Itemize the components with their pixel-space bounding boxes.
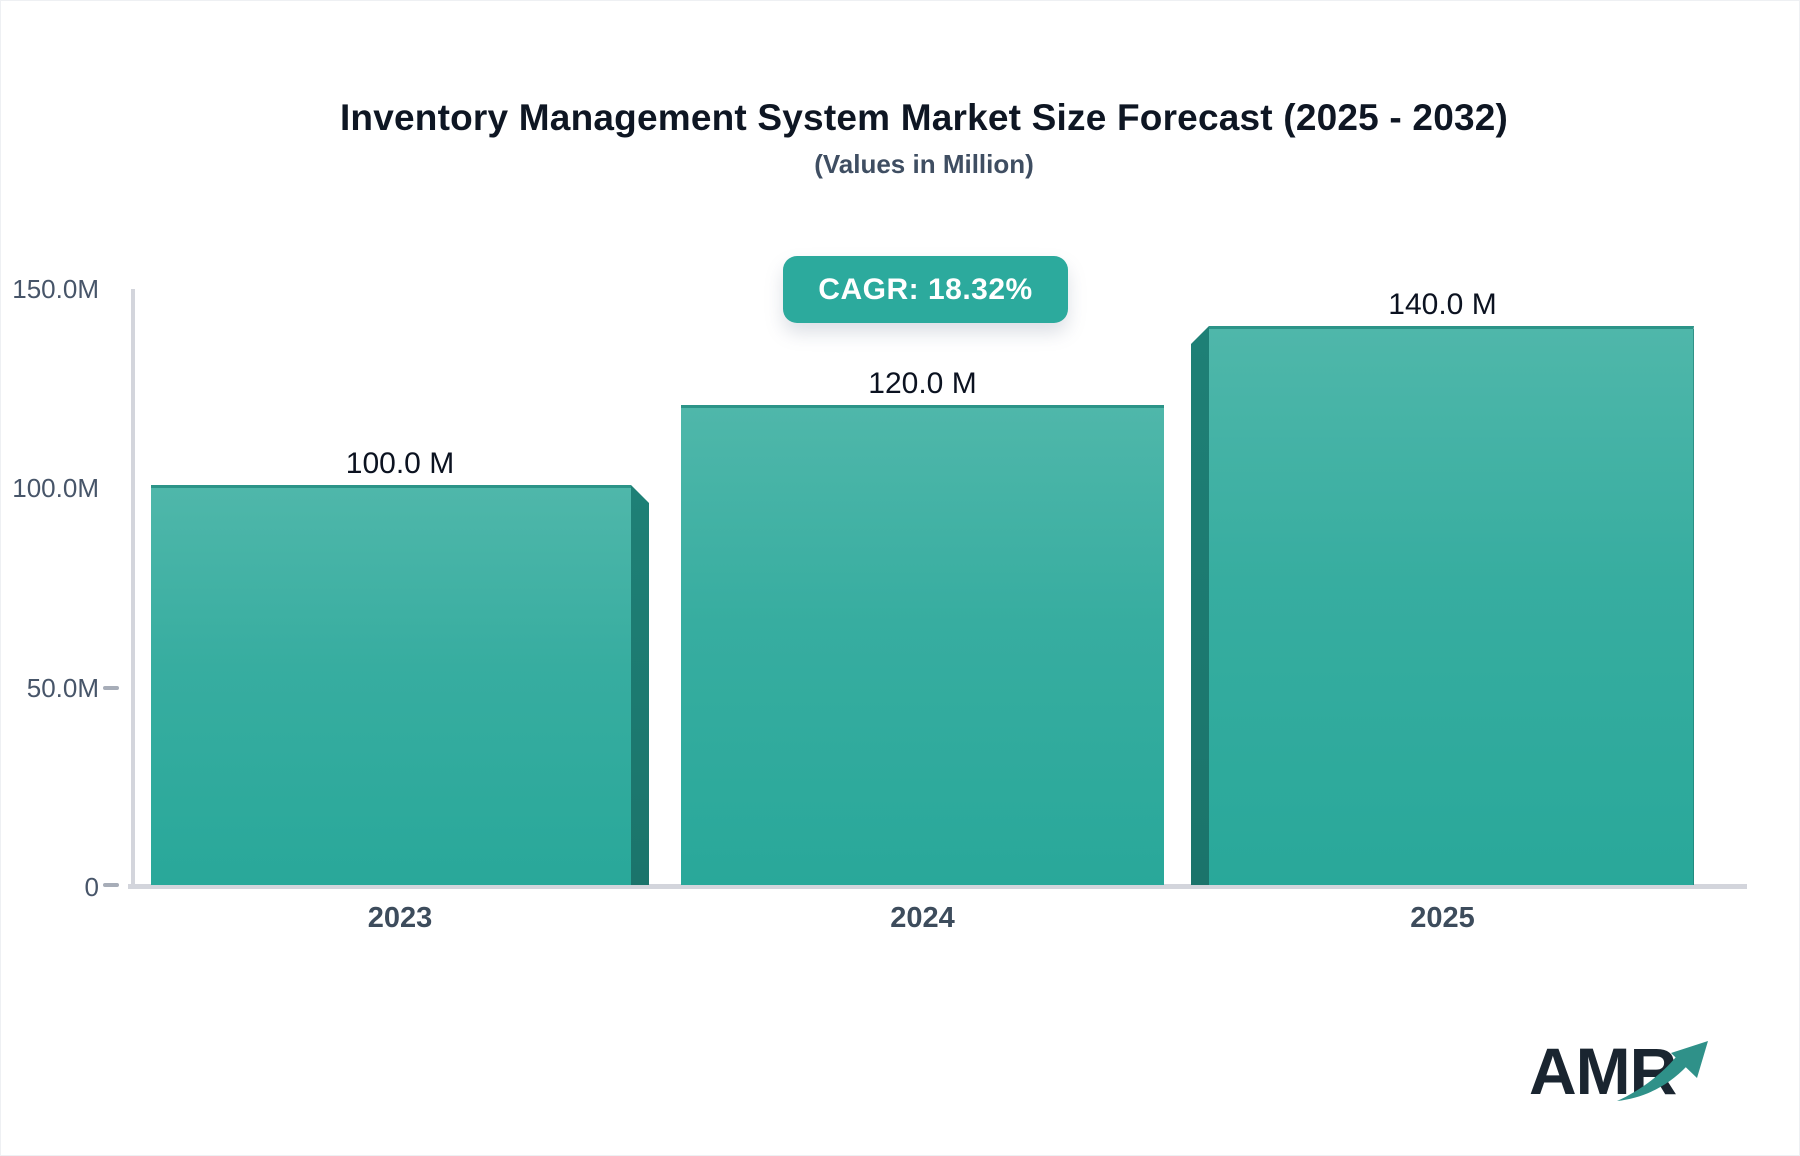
x-label-2025: 2025 bbox=[1410, 902, 1475, 934]
bar-2023-side-shadow bbox=[631, 485, 649, 885]
y-tick-mark-50m bbox=[103, 686, 119, 690]
bar-2025-side-shadow bbox=[1191, 326, 1209, 885]
chart-subtitle: (Values in Million) bbox=[814, 149, 1034, 179]
x-axis-line bbox=[128, 884, 1747, 889]
bar-value-label-2025: 140.0 M bbox=[1388, 288, 1497, 321]
growth-arrow-icon bbox=[1609, 1035, 1729, 1115]
y-tick-50m: 50.0M bbox=[26, 673, 99, 703]
amr-logo-text: AMR bbox=[1529, 1034, 1677, 1108]
x-label-2024: 2024 bbox=[890, 902, 955, 934]
bar-2025 bbox=[1209, 326, 1694, 885]
y-axis-line bbox=[131, 289, 135, 887]
x-label-2023: 2023 bbox=[367, 902, 433, 934]
cagr-badge: CAGR: 18.32% bbox=[783, 256, 1068, 323]
amr-logo: AMR bbox=[1529, 1033, 1739, 1113]
bar-2023 bbox=[151, 485, 631, 885]
y-tick-mark-0 bbox=[103, 883, 119, 887]
bar-2024 bbox=[681, 405, 1164, 885]
bar-value-label-2024: 120.0 M bbox=[868, 367, 977, 400]
y-tick-100m: 100.0M bbox=[12, 473, 99, 503]
cagr-badge-label: CAGR: 18.32% bbox=[818, 272, 1033, 306]
bar-value-label-2023: 100.0 M bbox=[345, 447, 455, 480]
y-tick-0: 0 bbox=[84, 872, 99, 902]
chart-title: Inventory Management System Market Size … bbox=[339, 97, 1509, 138]
y-tick-150m: 150.0M bbox=[12, 274, 99, 304]
